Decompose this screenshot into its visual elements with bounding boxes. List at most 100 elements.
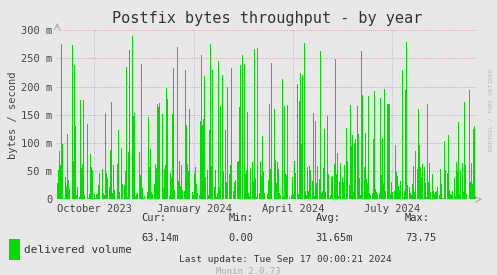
Bar — [374, 91, 375, 199]
Bar — [294, 161, 295, 199]
Bar — [361, 51, 362, 199]
Bar — [221, 106, 222, 199]
Bar — [256, 197, 257, 199]
Bar — [447, 173, 448, 199]
Bar — [106, 173, 107, 199]
Bar — [115, 177, 116, 199]
Bar — [321, 192, 322, 199]
Bar — [390, 194, 391, 199]
Bar — [293, 194, 294, 199]
Bar — [114, 190, 115, 199]
Text: Last update: Tue Sep 17 00:00:21 2024: Last update: Tue Sep 17 00:00:21 2024 — [179, 255, 392, 264]
Bar — [150, 149, 151, 199]
Bar — [307, 167, 308, 199]
Bar — [396, 172, 397, 199]
Bar — [214, 187, 215, 199]
Bar — [277, 162, 278, 199]
Bar — [163, 188, 164, 199]
Bar — [156, 168, 157, 199]
Bar — [406, 42, 407, 199]
Bar — [205, 177, 206, 199]
Bar — [230, 165, 231, 199]
Bar — [134, 113, 135, 199]
Bar — [196, 184, 197, 199]
Bar — [219, 188, 220, 199]
Bar — [289, 197, 290, 199]
Bar — [127, 197, 128, 199]
Bar — [176, 47, 177, 199]
Bar — [268, 180, 269, 199]
Bar — [395, 145, 396, 199]
Bar — [283, 196, 284, 199]
Bar — [309, 166, 310, 199]
Bar — [247, 112, 248, 199]
Bar — [108, 188, 109, 199]
Bar — [375, 189, 376, 199]
Bar — [296, 174, 297, 199]
Text: 63.14m: 63.14m — [142, 233, 179, 243]
Bar — [305, 191, 306, 199]
Bar — [404, 191, 405, 199]
Bar — [370, 195, 371, 199]
Bar — [382, 138, 383, 199]
Bar — [180, 186, 181, 199]
Bar — [423, 167, 424, 199]
Bar — [458, 122, 459, 199]
Bar — [350, 105, 351, 199]
Bar — [210, 44, 211, 199]
Bar — [103, 193, 104, 199]
Bar — [186, 125, 187, 199]
Bar — [463, 192, 464, 199]
Bar — [391, 182, 392, 199]
Bar — [346, 128, 347, 199]
Bar — [197, 193, 198, 199]
Bar — [367, 183, 368, 199]
Bar — [178, 181, 179, 199]
Bar — [207, 170, 208, 199]
Bar — [85, 108, 86, 199]
Bar — [88, 198, 89, 199]
Bar — [133, 116, 134, 199]
Bar — [459, 194, 460, 199]
Bar — [68, 180, 69, 199]
Bar — [110, 150, 111, 199]
Bar — [72, 45, 73, 199]
Bar — [74, 65, 75, 199]
Bar — [149, 167, 150, 199]
Bar — [287, 105, 288, 199]
Bar — [126, 67, 127, 199]
Bar — [189, 109, 190, 199]
Bar — [125, 171, 126, 199]
Bar — [91, 167, 92, 199]
Bar — [78, 187, 79, 199]
Bar — [415, 150, 416, 199]
Bar — [435, 192, 436, 199]
Bar — [376, 192, 377, 199]
Bar — [174, 190, 175, 199]
Bar — [394, 191, 395, 199]
Bar — [243, 55, 244, 199]
Bar — [155, 164, 156, 199]
Bar — [158, 107, 159, 199]
Bar — [362, 95, 363, 199]
Bar — [436, 191, 437, 199]
Bar — [60, 165, 61, 199]
Bar — [275, 160, 276, 199]
Bar — [112, 192, 113, 199]
Text: Avg:: Avg: — [316, 213, 340, 223]
Bar — [476, 196, 477, 199]
Bar — [118, 130, 119, 199]
Bar — [211, 166, 212, 199]
Bar — [239, 108, 240, 199]
Bar — [279, 194, 280, 199]
Bar — [86, 124, 87, 199]
Bar — [199, 195, 200, 199]
Bar — [405, 90, 406, 199]
Bar — [311, 170, 312, 199]
Bar — [104, 195, 105, 199]
Bar — [64, 198, 65, 199]
Bar — [67, 134, 68, 199]
Bar — [331, 177, 332, 199]
Bar — [154, 184, 155, 199]
Bar — [96, 194, 97, 199]
